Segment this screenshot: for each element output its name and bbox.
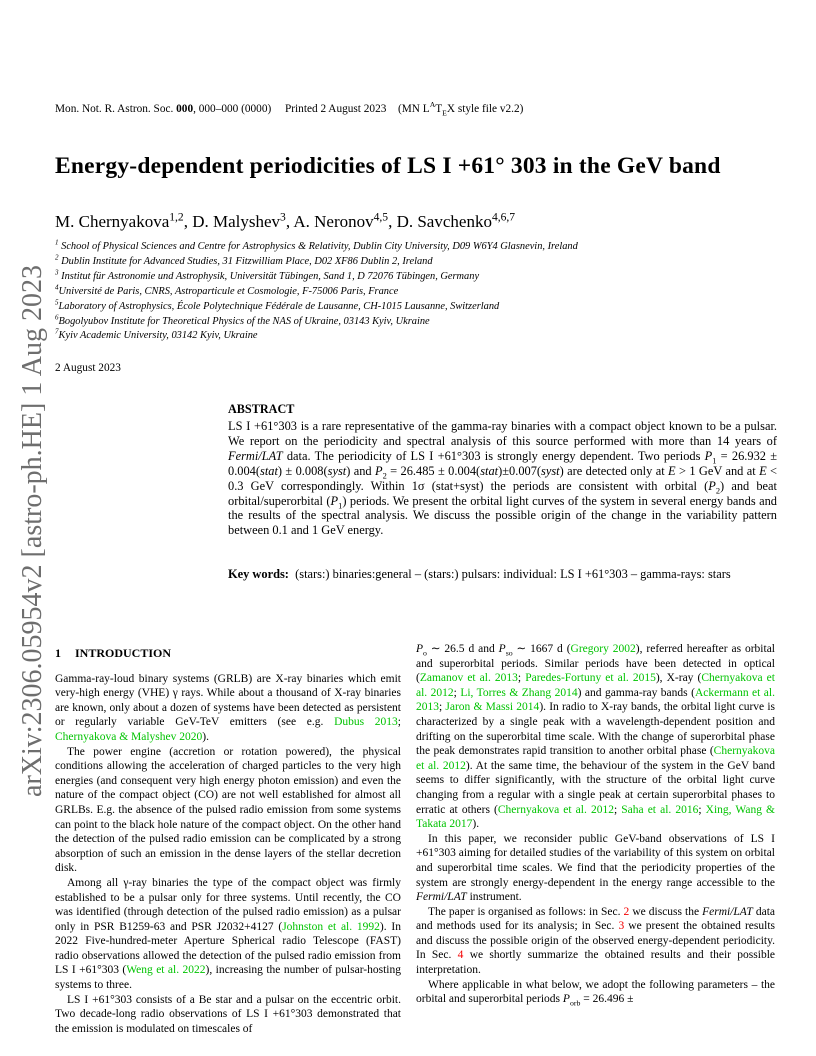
section-ref-link[interactable]: 4 (457, 949, 464, 962)
right-column-paragraphs: Po ∼ 26.5 d and Pso ∼ 1667 d (Gregory 20… (416, 642, 775, 1007)
affiliations-block: 1 School of Physical Sciences and Centre… (55, 238, 755, 344)
affiliation-line: 1 School of Physical Sciences and Centre… (55, 238, 578, 252)
citation-link[interactable]: Johnston et al. 1992 (282, 920, 380, 933)
citation-link[interactable]: Weng et al. 2022 (126, 964, 206, 977)
citation-link[interactable]: Ackermann et al. 2013 (416, 686, 775, 714)
authors-line: M. Chernyakova1,2, D. Malyshev3, A. Nero… (55, 210, 516, 231)
paragraph: Among all γ-ray binaries the type of the… (55, 876, 401, 992)
paragraph: The paper is organised as follows: in Se… (416, 905, 775, 977)
affiliation-line: 7Kyiv Academic University, 03142 Kyiv, U… (55, 327, 258, 342)
citation-link[interactable]: Li, Torres & Zhang 2014 (460, 686, 578, 699)
citation-link[interactable]: Saha et al. 2016 (621, 803, 699, 816)
header-style-file: (MN LATEX style file v2.2) (398, 100, 524, 118)
citation-link[interactable]: Chernyakova et al. 2012 (416, 745, 775, 772)
citation-link[interactable]: Dubus 2013 (334, 716, 398, 729)
paper-title: Energy-dependent periodicities of LS I +… (55, 153, 721, 179)
citation-link[interactable]: Gregory 2002 (570, 643, 636, 655)
citation-link[interactable]: Zamanov et al. 2013 (419, 672, 518, 685)
section-ref-link[interactable]: 3 (618, 920, 625, 933)
paragraph: LS I +61°303 consists of a Be star and a… (55, 993, 401, 1035)
column-right: Po ∼ 26.5 d and Pso ∼ 1667 d (Gregory 20… (416, 642, 775, 1007)
affiliation-line: 4Université de Paris, CNRS, Astroparticu… (55, 283, 399, 297)
submission-date: 2 August 2023 (55, 362, 121, 374)
header-printed-date: Printed 2 August 2023 (285, 103, 387, 115)
affiliation-line: 5Laboratory of Astrophysics, École Polyt… (55, 298, 500, 312)
section-ref-link[interactable]: 2 (623, 905, 630, 918)
citation-link[interactable]: Xing, Wang & Takata 2017 (416, 803, 775, 831)
section-number: 1 (55, 646, 61, 660)
paragraph: Where applicable in what below, we adopt… (416, 978, 775, 1008)
column-left: 1 INTRODUCTION Gamma-ray-loud binary syst… (55, 646, 401, 1036)
citation-link[interactable]: Jaron & Massi 2014 (445, 701, 540, 714)
citation-link[interactable]: Chernyakova et al. 2012 (497, 803, 614, 816)
arxiv-banner: arXiv:2306.05954v2 [astro-ph.HE] 1 Aug 2… (17, 265, 48, 797)
header-journal-ref: Mon. Not. R. Astron. Soc. 000, 000–000 (… (55, 103, 272, 115)
keywords-line: Key words: (stars:) binaries:general – (… (228, 567, 731, 581)
affiliation-line: 6Bogolyubov Institute for Theoretical Ph… (55, 313, 430, 327)
affiliation-line: 3 Institut für Astronomie und Astrophysi… (55, 268, 480, 282)
paragraph: The power engine (accretion or rotation … (55, 745, 401, 875)
paragraph: Po ∼ 26.5 d and Pso ∼ 1667 d (Gregory 20… (416, 643, 775, 831)
citation-link[interactable]: Chernyakova & Malyshev 2020 (55, 730, 203, 743)
abstract-text: LS I +61°303 is a rare representative of… (228, 419, 778, 538)
paragraph: Gamma-ray-loud binary systems (GRLB) are… (55, 672, 401, 743)
section-heading-introduction: 1 INTRODUCTION (55, 646, 401, 661)
paragraph: In this paper, we reconsider public GeV-… (416, 832, 775, 904)
affiliation-line: 2 Dublin Institute for Advanced Studies,… (55, 253, 433, 267)
abstract-heading: ABSTRACT (228, 402, 295, 416)
left-column-paragraphs: Gamma-ray-loud binary systems (GRLB) are… (55, 672, 401, 1037)
citation-link[interactable]: Chernyakova et al. 2012 (416, 672, 775, 699)
citation-link[interactable]: Paredes-Fortuny et al. 2015 (525, 672, 656, 685)
section-title: INTRODUCTION (75, 646, 172, 660)
